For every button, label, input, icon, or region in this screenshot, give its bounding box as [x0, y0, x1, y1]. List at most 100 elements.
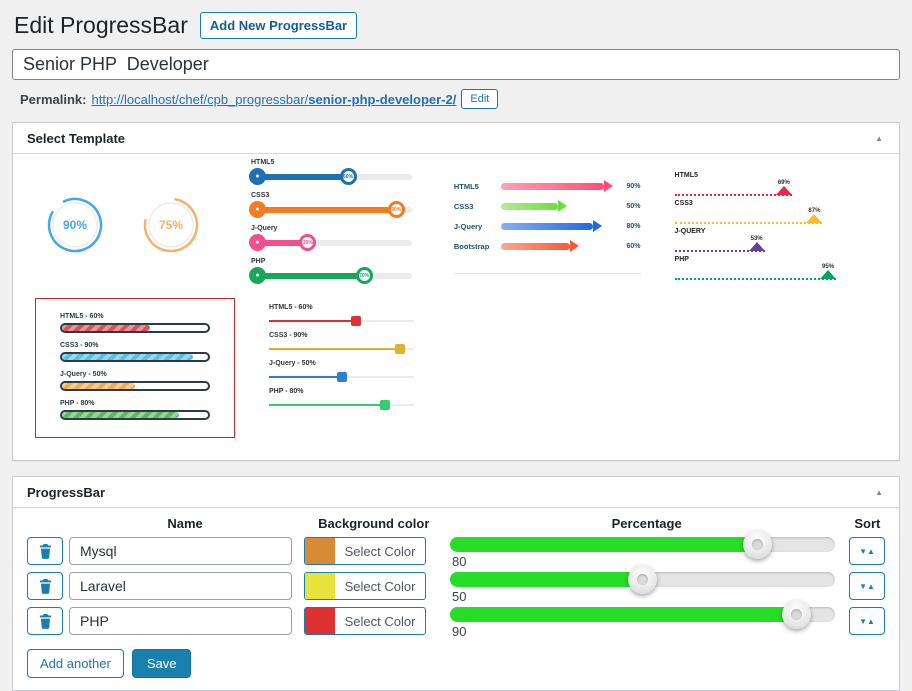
select-color-label: Select Color: [344, 543, 416, 559]
sort-arrows-icon: ▼▲: [859, 546, 875, 556]
skill-label: CSS3: [674, 200, 693, 207]
slider-handle[interactable]: [781, 600, 811, 629]
sort-button[interactable]: ▼▲: [849, 572, 885, 600]
select-color-label: Select Color: [344, 613, 416, 629]
actions: Add another Save: [27, 649, 885, 678]
permalink-link[interactable]: http://localhost/chef/cpb_progressbar/se…: [91, 92, 456, 107]
template-arrow-row: J-Query 80%: [454, 217, 641, 237]
percentage-cell: 50: [450, 565, 835, 604]
percentage-label: 60%: [626, 243, 641, 250]
circle-percentage: 75%: [158, 218, 184, 232]
percentage-bubble: 90%: [387, 201, 405, 218]
skill-label: HTML5: [251, 159, 275, 166]
skill-label: PHP - 80%: [60, 400, 95, 407]
post-title-input[interactable]: [12, 49, 900, 80]
percentage-slider[interactable]: [450, 600, 835, 629]
template-slider-row: PHP ● 70%: [249, 258, 412, 284]
permalink-base: http://localhost/chef/cpb_progressbar/: [91, 91, 309, 107]
slider-handle[interactable]: [743, 530, 772, 559]
progressbar-panel: ProgressBar ▲ Name Background color Perc…: [12, 476, 900, 691]
skill-label: HTML5: [674, 172, 698, 179]
delete-row-button[interactable]: [27, 572, 63, 600]
circle-progress-icon: [143, 197, 199, 253]
percentage-cell: 80: [450, 530, 835, 569]
sort-arrows-icon: ▼▲: [859, 581, 875, 591]
delete-row-button[interactable]: [27, 537, 63, 565]
collapse-panel-icon[interactable]: ▲: [875, 133, 883, 143]
select-color-button[interactable]: Select Color: [304, 607, 426, 635]
template-arrows[interactable]: HTML5 90% CSS3 50% J-Query 80% Bootstrap…: [453, 177, 641, 274]
column-background-color: Background color: [318, 516, 430, 531]
name-input[interactable]: [69, 607, 292, 635]
percentage-slider[interactable]: [450, 530, 835, 559]
template-dotted-row: J-QUERY 53%: [674, 225, 891, 253]
skill-label: CSS3: [453, 202, 474, 211]
delete-row-button[interactable]: [27, 607, 63, 635]
progressbar-row: Select Color 80 ▼▲: [27, 530, 885, 569]
slider-handle: [351, 316, 361, 326]
color-swatch: [305, 608, 335, 634]
percentage-label: 53%: [750, 236, 763, 242]
template-thin-row: CSS3 - 90%: [269, 332, 419, 355]
save-button[interactable]: Save: [131, 649, 192, 678]
select-color-button[interactable]: Select Color: [304, 537, 426, 565]
percentage-label: 69%: [777, 180, 790, 186]
template-striped-row: J-Query - 50%: [60, 371, 210, 391]
skill-label: PHP: [674, 256, 689, 263]
template-circle-orange[interactable]: 75%: [141, 195, 201, 255]
column-sort: Sort: [854, 516, 881, 531]
circle-percentage: 90%: [62, 218, 88, 232]
sort-button[interactable]: ▼▲: [849, 537, 885, 565]
percentage-label: 50%: [626, 203, 641, 210]
select-color-button[interactable]: Select Color: [304, 572, 426, 600]
percentage-slider[interactable]: [450, 565, 835, 594]
skill-label: CSS3: [251, 192, 270, 199]
add-new-progressbar-button[interactable]: Add New ProgressBar: [199, 12, 358, 39]
template-slider-circles[interactable]: HTML5 ● 60% CSS3 ● 90% J-Query ● 35% PHP: [249, 159, 412, 291]
template-circle-blue[interactable]: 90%: [45, 195, 105, 255]
triangle-marker-icon: [806, 214, 823, 223]
sort-arrows-icon: ▼▲: [859, 616, 875, 626]
column-percentage: Percentage: [611, 516, 682, 531]
circle-progress-icon: [47, 197, 103, 253]
slider-handle: [394, 344, 405, 354]
progressbar-row: Select Color 90 ▼▲: [27, 600, 885, 639]
collapse-panel-icon[interactable]: ▲: [875, 487, 883, 497]
trash-icon: [39, 613, 51, 629]
skill-icon: ●: [249, 234, 266, 251]
sort-button[interactable]: ▼▲: [849, 607, 885, 635]
trash-icon: [39, 578, 51, 594]
arrow-head-icon: [604, 180, 614, 192]
color-swatch: [305, 573, 335, 599]
triangle-marker-icon: [748, 242, 765, 251]
percentage-bubble: 35%: [299, 234, 317, 251]
template-striped-row: PHP - 80%: [60, 400, 210, 420]
skill-label: CSS3 - 90%: [60, 342, 99, 349]
template-striped-row: HTML5 - 60%: [60, 313, 210, 333]
template-striped-bars-selected[interactable]: HTML5 - 60% CSS3 - 90% J-Query - 50% PHP…: [35, 298, 235, 438]
progressbar-body: Name Background color Percentage Sort Se…: [13, 508, 899, 690]
name-input[interactable]: [69, 572, 292, 600]
template-arrow-row: Bootstrap 60%: [454, 237, 641, 257]
skill-label: PHP: [251, 258, 266, 265]
template-dotted-row: HTML5 69%: [674, 169, 891, 197]
percentage-label: 90%: [626, 183, 641, 190]
name-input[interactable]: [69, 537, 292, 565]
percentage-label: 87%: [808, 208, 821, 214]
template-thin-sliders[interactable]: HTML5 - 60% CSS3 - 90% J-Query - 50% PHP…: [269, 298, 419, 416]
permalink-edit-button[interactable]: Edit: [461, 89, 499, 109]
arrow-head-icon: [558, 200, 568, 212]
skill-label: J-Query - 50%: [60, 371, 107, 378]
percentage-bubble: 60%: [339, 168, 357, 185]
template-striped-row: CSS3 - 90%: [60, 342, 210, 362]
progressbar-rows: Select Color 80 ▼▲ Select Color 50 ▼▲: [27, 530, 885, 639]
template-dotted-row: PHP 95%: [674, 253, 891, 281]
template-arrow-row: CSS3 50%: [454, 197, 641, 217]
skill-label: J-QUERY: [674, 228, 706, 235]
add-another-button[interactable]: Add another: [27, 649, 124, 678]
slider-handle[interactable]: [627, 565, 657, 594]
page-title: Edit ProgressBar: [14, 12, 188, 38]
skill-label: PHP - 80%: [269, 388, 304, 395]
percentage-value: 90: [452, 624, 467, 639]
template-dotted-triangles[interactable]: HTML5 69% CSS3 87% J-QUERY 53%: [674, 169, 891, 281]
